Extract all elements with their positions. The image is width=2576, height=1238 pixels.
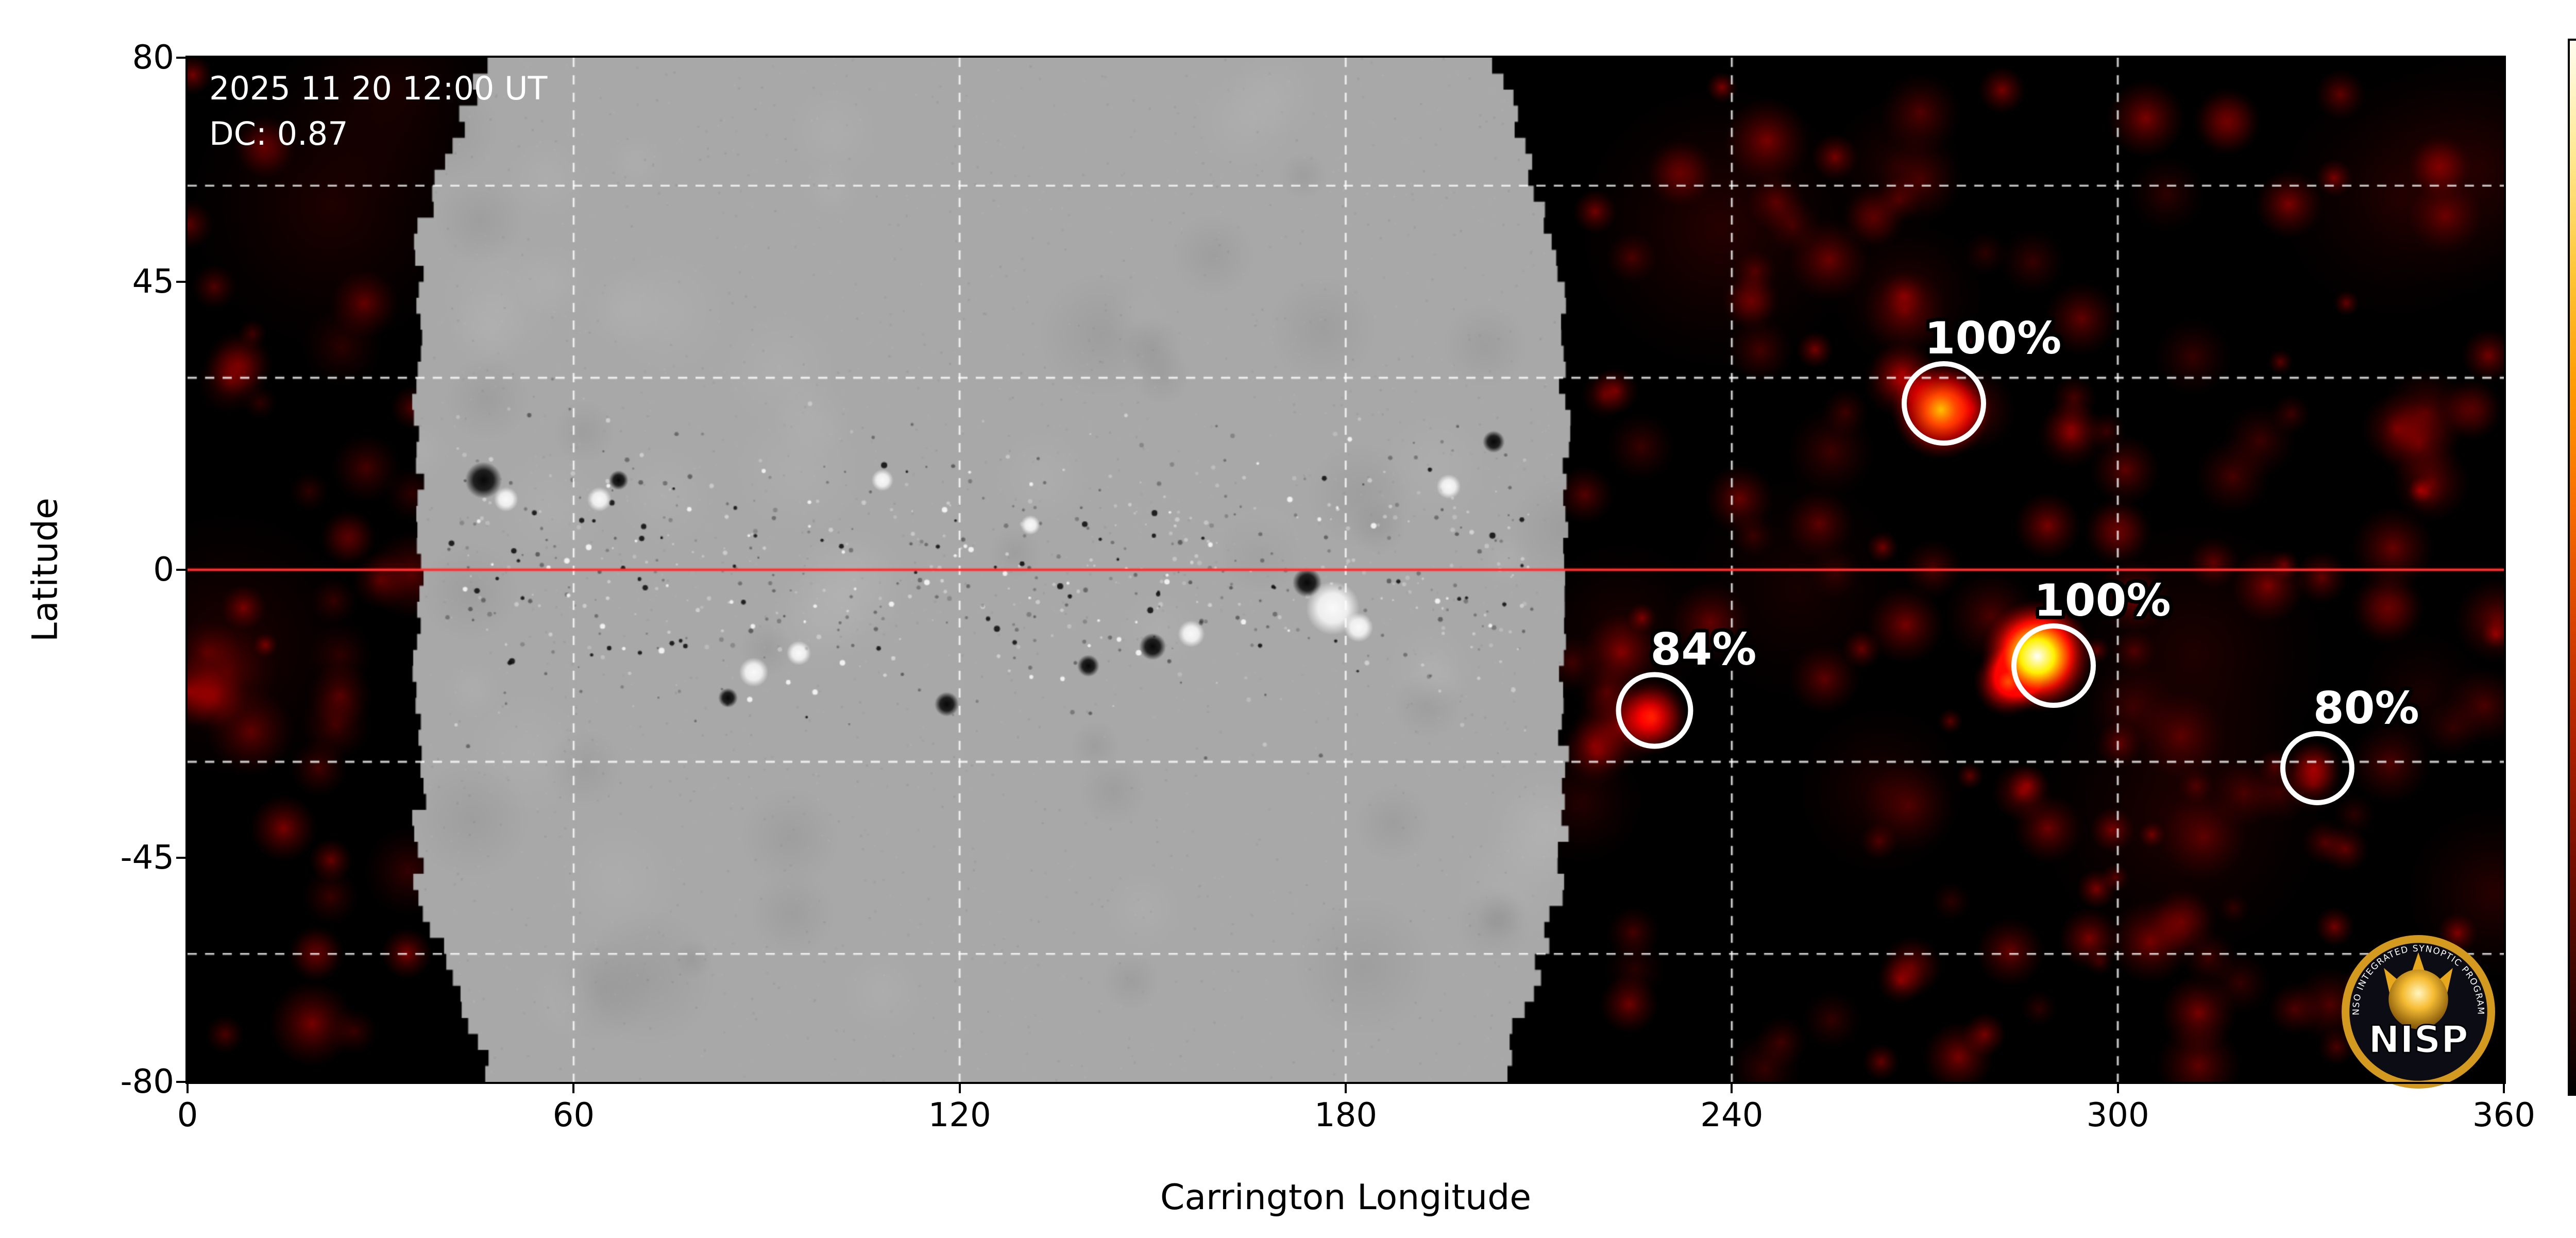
x-tick-label: 300 [2086, 1096, 2149, 1134]
x-tick-label: 60 [552, 1096, 595, 1134]
active-region-circle [1902, 361, 1987, 446]
x-tick-label: 360 [2472, 1096, 2536, 1134]
x-tick-label: 240 [1700, 1096, 1764, 1134]
x-tick-label: 180 [1314, 1096, 1378, 1134]
x-tick-mark [187, 1084, 189, 1093]
logo-sun-icon [2384, 952, 2453, 1029]
y-tick-label: -80 [120, 1063, 174, 1101]
active-region-circle [1616, 672, 1693, 749]
y-tick-mark [176, 1081, 185, 1083]
x-tick-mark [2503, 1084, 2505, 1093]
y-tick-mark [176, 57, 185, 59]
x-axis-label: Carrington Longitude [1160, 1177, 1532, 1218]
active-region-circle [2280, 731, 2354, 806]
farside-colorbar [2568, 39, 2576, 1096]
x-tick-mark [1345, 1084, 1347, 1093]
active-region-circle [2011, 623, 2096, 708]
plot-area: 2025 11 20 12:00 UT DC: 0.87 100% 84% 100%… [188, 58, 2504, 1089]
y-tick-label: 80 [132, 39, 174, 77]
active-region-probability: 100% [2033, 575, 2171, 627]
x-tick-mark [572, 1084, 575, 1093]
x-tick-mark [1731, 1084, 1733, 1093]
magnetic-map-heatmap [188, 58, 2504, 1082]
y-tick-mark [176, 569, 185, 571]
logo-text: NISP [2368, 1018, 2468, 1062]
y-tick-label: -45 [120, 839, 174, 877]
y-tick-label: 0 [153, 551, 174, 589]
x-tick-mark [958, 1084, 961, 1093]
x-tick-mark [2116, 1084, 2119, 1093]
nisp-logo: NSO INTEGRATED SYNOPTIC PROGRAM NISP [2342, 935, 2495, 1089]
y-tick-mark [176, 857, 185, 859]
map-annotation-block: 2025 11 20 12:00 UT DC: 0.87 [209, 66, 547, 157]
x-tick-label: 120 [928, 1096, 991, 1134]
active-region-probability: 84% [1650, 623, 1757, 675]
timestamp-text: 2025 11 20 12:00 UT [209, 70, 548, 107]
x-tick-label: 0 [177, 1096, 198, 1134]
y-axis-label: Latitude [25, 498, 66, 642]
active-region-probability: 100% [1924, 312, 2062, 364]
y-tick-mark [176, 280, 185, 283]
duty-cycle-text: DC: 0.87 [209, 115, 348, 153]
y-tick-label: 45 [132, 262, 174, 301]
active-region-probability: 80% [2313, 683, 2419, 735]
